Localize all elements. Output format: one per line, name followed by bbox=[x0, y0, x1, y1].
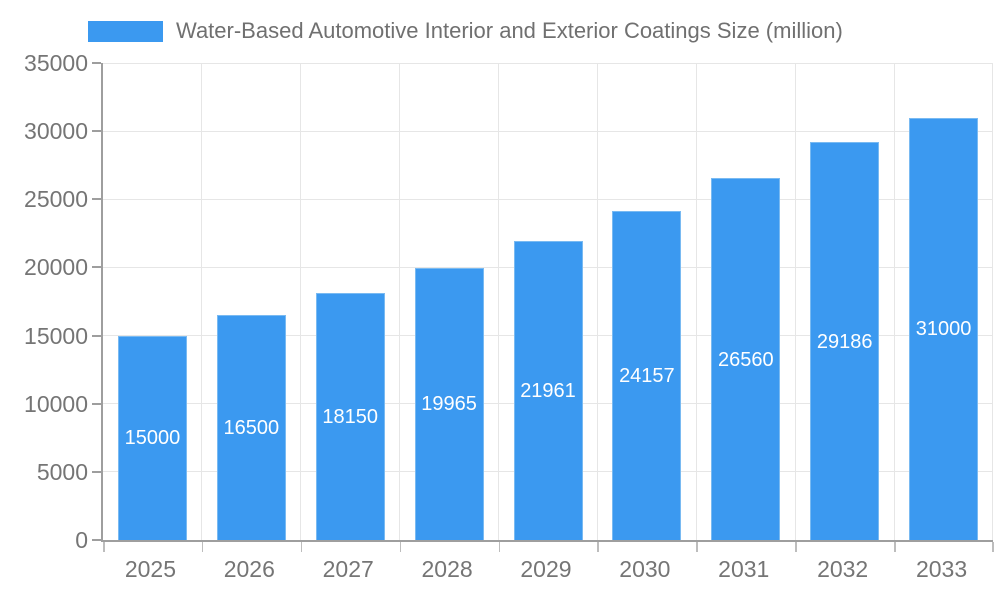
y-gridline bbox=[103, 130, 993, 132]
x-axis-tick bbox=[103, 542, 105, 552]
bar-value-label: 19965 bbox=[421, 393, 477, 416]
bar: 15000 bbox=[117, 335, 187, 540]
x-axis-tick bbox=[894, 542, 896, 552]
x-tick-label: 2027 bbox=[322, 556, 374, 582]
bar: 31000 bbox=[909, 117, 979, 540]
y-axis-tick bbox=[92, 198, 101, 201]
bar: 16500 bbox=[216, 315, 286, 540]
bar-value-label: 31000 bbox=[915, 318, 972, 341]
x-axis-tick bbox=[795, 542, 797, 552]
bar-value-label: 21961 bbox=[520, 379, 576, 402]
chart-title: Water-Based Automotive Interior and Exte… bbox=[176, 18, 843, 43]
y-gridline bbox=[103, 62, 993, 64]
bar: 21961 bbox=[513, 240, 583, 540]
x-axis-tick bbox=[696, 542, 698, 552]
bar: 29186 bbox=[810, 142, 880, 540]
x-gridline bbox=[893, 63, 895, 540]
y-tick-label: 0 bbox=[75, 527, 88, 553]
x-gridline bbox=[201, 63, 203, 540]
x-gridline bbox=[498, 63, 500, 540]
x-gridline bbox=[596, 63, 598, 540]
x-tick-label: 2026 bbox=[223, 556, 275, 582]
y-axis-tick bbox=[92, 334, 101, 337]
bar: 26560 bbox=[711, 178, 781, 540]
x-axis-tick bbox=[992, 542, 994, 552]
x-tick-label: 2029 bbox=[520, 556, 572, 582]
x-axis-tick bbox=[201, 542, 204, 552]
legend-item[interactable]: Water-Based Automotive Interior and Exte… bbox=[88, 18, 843, 44]
bar-value-label: 26560 bbox=[717, 348, 774, 371]
y-axis-tick bbox=[92, 62, 101, 64]
x-tick-label: 2025 bbox=[124, 556, 177, 582]
x-tick-label: 2033 bbox=[915, 556, 968, 582]
bar: 24157 bbox=[612, 210, 682, 540]
y-tick-label: 35000 bbox=[24, 50, 88, 76]
y-axis-tick bbox=[92, 402, 101, 405]
bar-value-label: 24157 bbox=[619, 364, 675, 387]
x-axis-tick bbox=[597, 542, 599, 552]
x-gridline bbox=[300, 63, 302, 540]
bar: 19965 bbox=[414, 267, 484, 540]
bar-value-label: 29186 bbox=[816, 330, 873, 353]
y-tick-label: 25000 bbox=[24, 186, 88, 213]
x-tick-label: 2028 bbox=[421, 556, 473, 582]
y-gridline bbox=[103, 198, 993, 200]
x-gridline bbox=[991, 63, 993, 540]
plot-area: 15000 16500 18150 19965 21961 24157 26560 29186… bbox=[92, 62, 994, 552]
x-axis-tick bbox=[498, 542, 501, 552]
bar-value-label: 16500 bbox=[223, 417, 280, 440]
y-tick-label: 10000 bbox=[24, 390, 88, 417]
y-tick-label: 30000 bbox=[24, 118, 88, 145]
y-axis-tick bbox=[92, 470, 101, 473]
bar-value-label: 15000 bbox=[124, 427, 181, 450]
y-axis-tick bbox=[92, 539, 101, 541]
x-gridline bbox=[794, 63, 796, 540]
x-gridline bbox=[399, 63, 401, 540]
y-tick-label: 15000 bbox=[24, 322, 88, 349]
x-axis-tick bbox=[300, 542, 303, 552]
bar-value-label: 18150 bbox=[322, 405, 379, 428]
bar: 18150 bbox=[315, 292, 385, 540]
y-tick-label: 20000 bbox=[24, 254, 88, 281]
y-axis-tick bbox=[92, 130, 101, 133]
x-axis-tick bbox=[399, 542, 402, 552]
x-gridline bbox=[695, 63, 697, 540]
x-tick-label: 2030 bbox=[619, 556, 671, 582]
x-tick-label: 2032 bbox=[817, 556, 869, 582]
y-axis-tick bbox=[92, 266, 101, 269]
y-tick-label: 5000 bbox=[36, 458, 88, 485]
legend-swatch bbox=[88, 20, 163, 42]
x-tick-label: 2031 bbox=[718, 556, 770, 582]
